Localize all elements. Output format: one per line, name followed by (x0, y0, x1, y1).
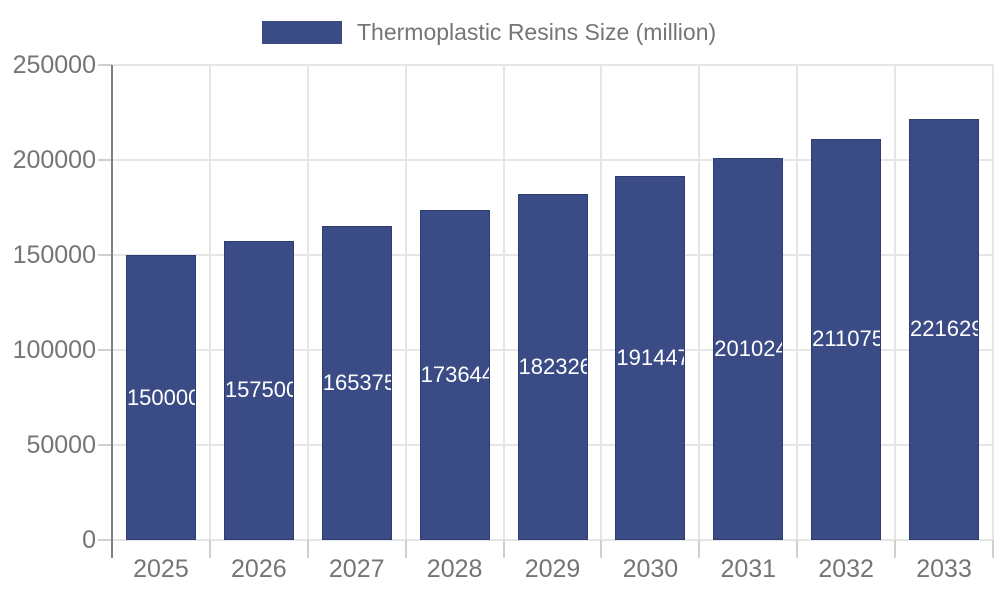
x-axis-tick (992, 540, 994, 558)
y-axis-tick-label: 150000 (12, 241, 96, 269)
bar: 173644 (419, 210, 490, 540)
y-axis-line (111, 65, 113, 558)
bar-value-label: 150000 (126, 384, 196, 410)
y-axis-tick (98, 349, 112, 351)
x-axis-tick-label: 2027 (328, 555, 385, 583)
gridline-vertical (796, 65, 799, 540)
bar-value-label: 221629 (910, 316, 980, 342)
gridline-vertical (502, 65, 505, 540)
bar-value-label: 165375 (322, 369, 392, 395)
x-axis-tick (796, 540, 799, 558)
bar-value-label: 191447 (616, 345, 686, 371)
gridline-vertical (306, 65, 309, 540)
bar-value-label: 157500 (224, 377, 294, 403)
x-axis-tick-label: 2029 (524, 555, 581, 583)
bar: 157500 (223, 240, 294, 540)
gridline-horizontal (112, 539, 993, 541)
x-axis-tick (698, 540, 701, 558)
gridline-vertical (404, 65, 407, 540)
bar: 191447 (615, 176, 686, 540)
gridline-horizontal (112, 64, 993, 66)
bar-value-label: 211075 (812, 326, 882, 352)
y-axis-tick (98, 159, 112, 161)
x-axis-tick (404, 540, 407, 558)
y-axis-tick (98, 254, 112, 256)
bar: 165375 (321, 225, 392, 540)
legend-label: Thermoplastic Resins Size (million) (357, 19, 717, 45)
gridline-vertical (600, 65, 603, 540)
legend: Thermoplastic Resins Size (million) (262, 20, 716, 44)
x-axis-tick (502, 540, 505, 558)
bar: 150000 (125, 255, 196, 540)
legend-swatch (262, 20, 342, 44)
gridline-vertical (992, 65, 994, 540)
x-axis-tick-label: 2028 (426, 555, 483, 583)
gridline-vertical (698, 65, 701, 540)
x-axis-tick (600, 540, 603, 558)
x-axis-tick-label: 2033 (916, 555, 972, 583)
x-axis-tick (894, 540, 897, 558)
bar: 221629 (909, 118, 980, 540)
y-axis-tick-label: 100000 (12, 336, 96, 364)
x-axis-tick-label: 2030 (622, 555, 679, 583)
bar-value-label: 201024 (714, 336, 784, 362)
x-axis-tick (208, 540, 211, 558)
bar: 182326 (517, 193, 588, 540)
bar: 211075 (811, 138, 882, 540)
y-axis-tick (98, 444, 112, 446)
y-axis-tick-label: 250000 (12, 51, 96, 79)
x-axis-tick-label: 2026 (231, 555, 287, 583)
bar: 201024 (713, 158, 784, 540)
bar-value-label: 182326 (518, 353, 588, 379)
gridline-horizontal (112, 159, 993, 161)
x-axis-tick-label: 2031 (720, 555, 777, 583)
y-axis-tick (98, 64, 112, 66)
gridline-vertical (894, 65, 897, 540)
x-axis-tick (306, 540, 309, 558)
y-axis-tick-label: 50000 (26, 431, 96, 459)
y-axis-tick-label: 200000 (12, 146, 96, 174)
gridline-vertical (208, 65, 211, 540)
y-axis-tick (98, 539, 112, 541)
bar-value-label: 173644 (420, 362, 490, 388)
x-axis-tick-label: 2032 (818, 555, 874, 583)
y-axis-tick-label: 0 (82, 526, 96, 554)
x-axis-tick-label: 2025 (133, 555, 189, 583)
